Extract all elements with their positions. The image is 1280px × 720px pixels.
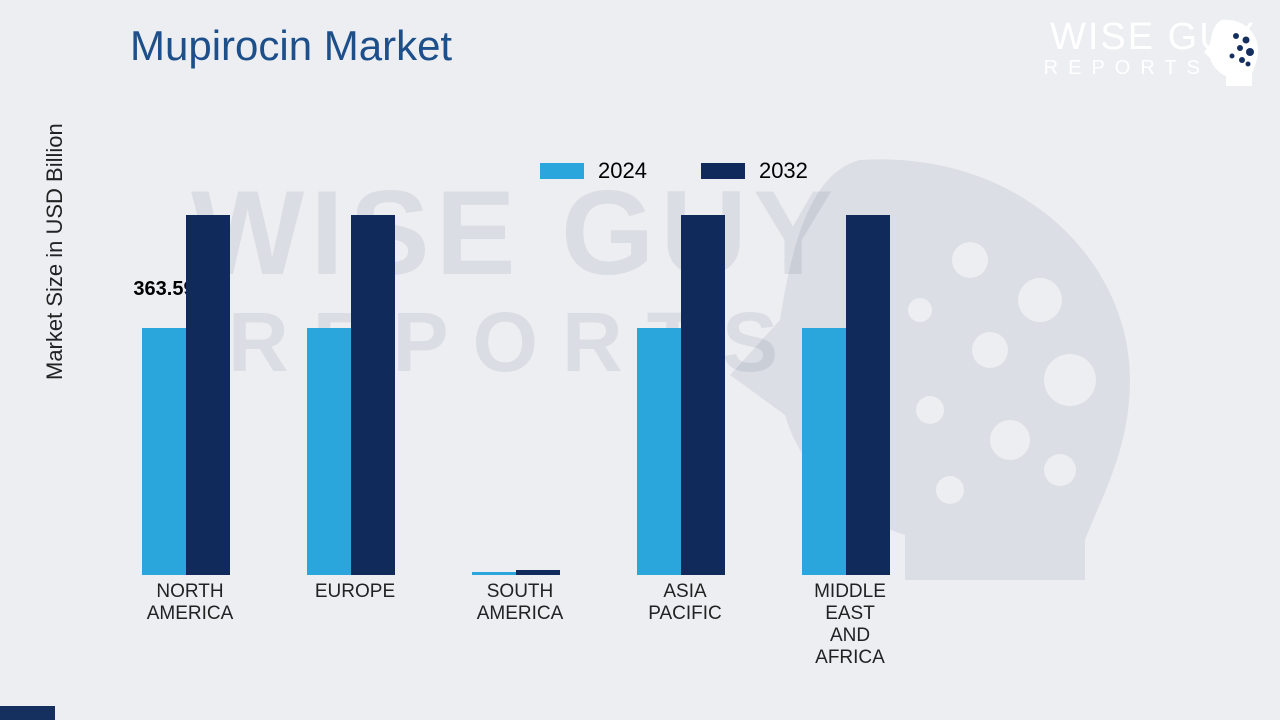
bar-chart: Market Size in USD Billion 2024 2032 363… [60,160,960,690]
brand-logo: WISE GUY REPORTS [996,18,1256,80]
legend-item: 2024 [540,158,647,184]
legend-swatch [540,163,584,179]
head-icon [1202,18,1262,88]
bar [637,328,681,575]
legend-label: 2024 [598,158,647,184]
bar [681,215,725,575]
brand-panel [960,0,1280,720]
category-label: MIDDLE EAST AND AFRICA [780,575,920,668]
legend-item: 2032 [701,158,808,184]
bar [351,215,395,575]
bar [307,328,351,575]
footer-accent-bar [0,706,55,720]
bar [142,328,186,575]
y-axis-label: Market Size in USD Billion [42,123,68,380]
category-label: NORTH AMERICA [120,575,260,625]
bar [186,215,230,575]
category-label: EUROPE [285,575,425,603]
legend-label: 2032 [759,158,808,184]
chart-title: Mupirocin Market [130,22,452,70]
legend: 2024 2032 [540,158,808,184]
bar [846,215,890,575]
category-label: ASIA PACIFIC [615,575,755,625]
plot-area: 363.59NORTH AMERICAEUROPESOUTH AMERICAAS… [130,196,950,576]
legend-swatch [701,163,745,179]
category-label: SOUTH AMERICA [450,575,590,625]
bar [802,328,846,575]
